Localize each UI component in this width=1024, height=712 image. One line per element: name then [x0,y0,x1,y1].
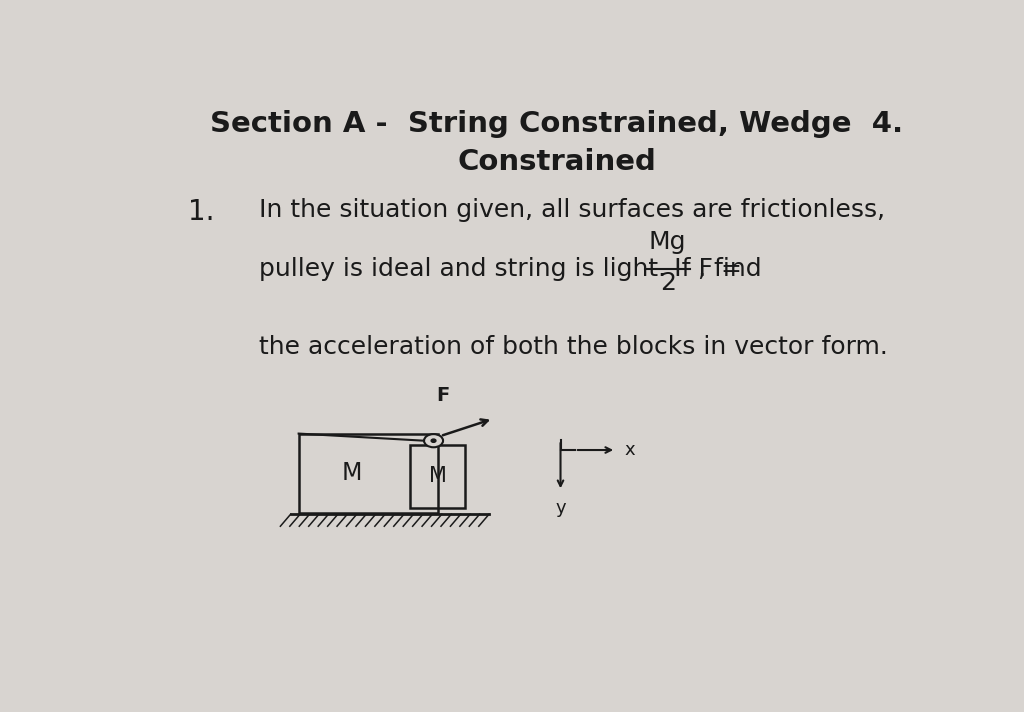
Text: F: F [436,386,450,405]
Text: y: y [555,499,566,518]
Text: Section A -  String Constrained, Wedge  4.: Section A - String Constrained, Wedge 4. [210,110,903,138]
Text: M: M [341,461,361,486]
Text: the acceleration of both the blocks in vector form.: the acceleration of both the blocks in v… [259,335,888,359]
Circle shape [431,439,436,442]
Bar [410,444,465,508]
Text: 2: 2 [659,271,676,295]
Bar [299,434,437,513]
Text: In the situation given, all surfaces are frictionless,: In the situation given, all surfaces are… [259,198,885,222]
Circle shape [424,434,443,447]
Text: Mg: Mg [649,230,686,253]
Text: 1.: 1. [187,198,214,226]
Text: , find: , find [697,257,762,281]
Text: x: x [624,441,635,459]
Text: pulley is ideal and string is light. If F =: pulley is ideal and string is light. If … [259,257,750,281]
Text: Constrained: Constrained [457,149,656,177]
Text: M: M [429,466,446,486]
